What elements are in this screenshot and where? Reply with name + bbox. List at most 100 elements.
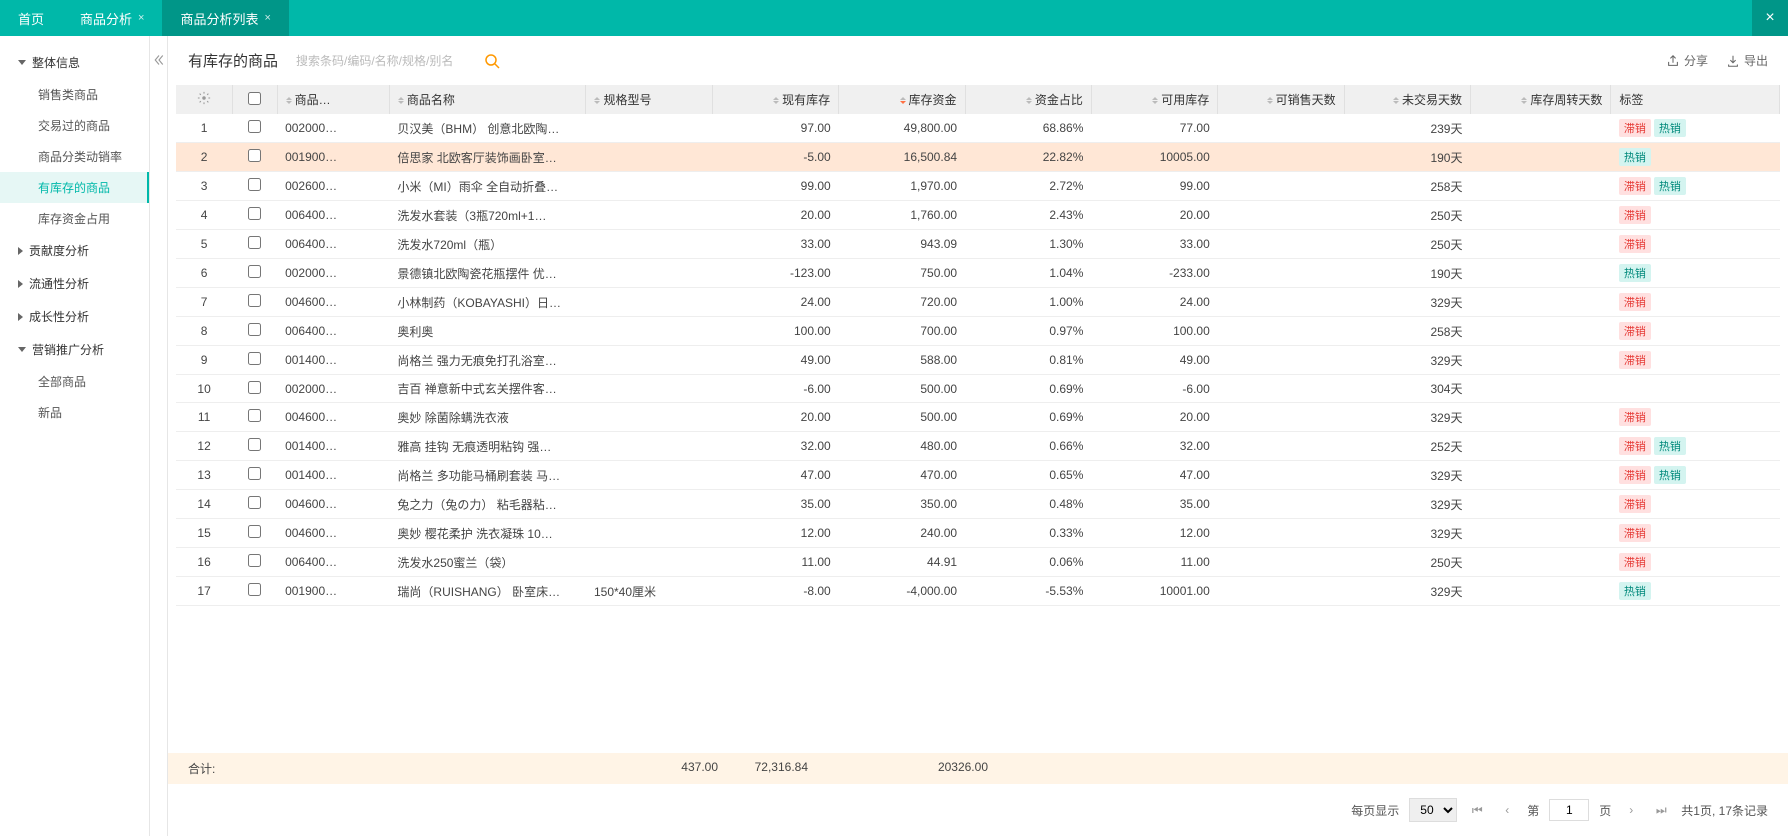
cell-avail: 47.00 (1091, 461, 1217, 490)
export-button[interactable]: 导出 (1726, 52, 1768, 69)
cell-gear: 2 (176, 143, 232, 172)
sidebar-item[interactable]: 交易过的商品 (0, 110, 149, 141)
content-panel: 有库存的商品 分享 导出 商品…商品名称规格型号现有库存库存资金资金占比可用库存… (168, 36, 1788, 836)
table-container: 商品…商品名称规格型号现有库存库存资金资金占比可用库存可销售天数未交易天数库存周… (168, 85, 1788, 753)
tab-商品分析[interactable]: 商品分析× (62, 0, 162, 36)
tag-badge: 滞销 (1619, 235, 1651, 253)
column-fund[interactable]: 库存资金 (839, 85, 965, 114)
row-checkbox[interactable] (248, 323, 261, 336)
row-checkbox[interactable] (248, 236, 261, 249)
row-checkbox[interactable] (248, 120, 261, 133)
row-checkbox[interactable] (248, 294, 261, 307)
table-row[interactable]: 2001900…倍思家 北欧客厅装饰画卧室…-5.0016,500.8422.8… (176, 143, 1780, 172)
table-row[interactable]: 10002000…吉百 禅意新中式玄关摆件客…-6.00500.000.69%-… (176, 375, 1780, 403)
cell-stock: -8.00 (712, 577, 838, 606)
row-checkbox[interactable] (248, 438, 261, 451)
sidebar-group[interactable]: 贡献度分析 (0, 234, 149, 267)
tab-商品分析列表[interactable]: 商品分析列表× (162, 0, 288, 36)
sidebar-collapse-button[interactable] (150, 36, 168, 836)
cell-notrade: 258天 (1344, 172, 1470, 201)
tab-close-icon[interactable]: × (264, 12, 270, 24)
cell-spec (586, 519, 712, 548)
row-checkbox[interactable] (248, 381, 261, 394)
row-checkbox[interactable] (248, 583, 261, 596)
share-button[interactable]: 分享 (1666, 52, 1708, 69)
cell-gear: 1 (176, 114, 232, 143)
chevron-icon (18, 347, 26, 352)
cell-tags: 滞销 (1611, 230, 1780, 259)
tag-badge: 滞销 (1619, 524, 1651, 542)
search-input[interactable] (296, 54, 476, 68)
sidebar-item[interactable]: 库存资金占用 (0, 203, 149, 234)
gear-icon[interactable] (197, 91, 211, 105)
column-ratio[interactable]: 资金占比 (965, 85, 1091, 114)
first-page-button[interactable]: ⏮ (1467, 800, 1487, 820)
column-name[interactable]: 商品名称 (389, 85, 586, 114)
row-checkbox[interactable] (248, 265, 261, 278)
table-row[interactable]: 3002600…小米（MI）雨伞 全自动折叠…99.001,970.002.72… (176, 172, 1780, 201)
sidebar-item[interactable]: 有库存的商品 (0, 172, 149, 203)
row-checkbox[interactable] (248, 178, 261, 191)
table-row[interactable]: 12001400…雅高 挂钩 无痕透明粘钩 强…32.00480.000.66%… (176, 432, 1780, 461)
cell-gear: 8 (176, 317, 232, 346)
cell-chk (232, 461, 277, 490)
column-turnover[interactable]: 库存周转天数 (1470, 85, 1610, 114)
cell-stock: 49.00 (712, 346, 838, 375)
table-row[interactable]: 9001400…尚格兰 强力无痕免打孔浴室…49.00588.000.81%49… (176, 346, 1780, 375)
table-row[interactable]: 7004600…小林制药（KOBAYASHI）日…24.00720.001.00… (176, 288, 1780, 317)
row-checkbox[interactable] (248, 207, 261, 220)
table-row[interactable]: 16006400…洗发水250蜜兰（袋）11.0044.910.06%11.00… (176, 548, 1780, 577)
table-row[interactable]: 5006400…洗发水720ml（瓶）33.00943.091.30%33.00… (176, 230, 1780, 259)
sidebar-group[interactable]: 营销推广分析 (0, 333, 149, 366)
row-checkbox[interactable] (248, 525, 261, 538)
sidebar-item[interactable]: 商品分类动销率 (0, 141, 149, 172)
sidebar-group[interactable]: 整体信息 (0, 46, 149, 79)
table-row[interactable]: 17001900…瑞尚（RUISHANG） 卧室床…150*40厘米-8.00-… (176, 577, 1780, 606)
table-row[interactable]: 4006400…洗发水套装（3瓶720ml+1…20.001,760.002.4… (176, 201, 1780, 230)
tag-badge: 滞销 (1619, 553, 1651, 571)
row-checkbox[interactable] (248, 467, 261, 480)
cell-fund: 240.00 (839, 519, 965, 548)
row-checkbox[interactable] (248, 496, 261, 509)
table-row[interactable]: 1002000…贝汉美（BHM） 创意北欧陶…97.0049,800.0068.… (176, 114, 1780, 143)
table-row[interactable]: 13001400…尚格兰 多功能马桶刷套装 马…47.00470.000.65%… (176, 461, 1780, 490)
table-row[interactable]: 14004600…兔之力（兔の力） 粘毛器粘…35.00350.000.48%3… (176, 490, 1780, 519)
page-input[interactable] (1549, 799, 1589, 821)
column-stock[interactable]: 现有库存 (712, 85, 838, 114)
row-checkbox[interactable] (248, 554, 261, 567)
tab-close-icon[interactable]: × (138, 12, 144, 24)
close-all-tabs-button[interactable]: × (1752, 0, 1788, 36)
per-page-select[interactable]: 50 (1409, 798, 1457, 822)
cell-name: 奥妙 樱花柔护 洗衣凝珠 10… (389, 519, 586, 548)
cell-code: 006400… (277, 317, 389, 346)
cell-turnover (1470, 432, 1610, 461)
table-row[interactable]: 11004600…奥妙 除菌除螨洗衣液20.00500.000.69%20.00… (176, 403, 1780, 432)
sidebar-item[interactable]: 新品 (0, 397, 149, 428)
column-spec[interactable]: 规格型号 (586, 85, 712, 114)
column-saledays[interactable]: 可销售天数 (1218, 85, 1344, 114)
next-page-button[interactable]: › (1621, 800, 1641, 820)
tab-首页[interactable]: 首页 (0, 0, 62, 36)
column-code[interactable]: 商品… (277, 85, 389, 114)
sidebar-group[interactable]: 成长性分析 (0, 300, 149, 333)
sidebar-group[interactable]: 流通性分析 (0, 267, 149, 300)
search-icon[interactable] (484, 53, 500, 69)
select-all-checkbox[interactable] (248, 92, 261, 105)
table-row[interactable]: 8006400…奥利奥100.00700.000.97%100.00258天滞销 (176, 317, 1780, 346)
cell-saledays (1218, 577, 1344, 606)
sidebar-item[interactable]: 全部商品 (0, 366, 149, 397)
cell-saledays (1218, 432, 1344, 461)
table-row[interactable]: 15004600…奥妙 樱花柔护 洗衣凝珠 10…12.00240.000.33… (176, 519, 1780, 548)
last-page-button[interactable]: ⏭ (1651, 800, 1671, 820)
row-checkbox[interactable] (248, 149, 261, 162)
sidebar-item[interactable]: 销售类商品 (0, 79, 149, 110)
prev-page-button[interactable]: ‹ (1497, 800, 1517, 820)
row-checkbox[interactable] (248, 409, 261, 422)
column-notrade[interactable]: 未交易天数 (1344, 85, 1470, 114)
column-avail[interactable]: 可用库存 (1091, 85, 1217, 114)
table-row[interactable]: 6002000…景德镇北欧陶瓷花瓶摆件 优…-123.00750.001.04%… (176, 259, 1780, 288)
cell-avail: 33.00 (1091, 230, 1217, 259)
cell-gear: 12 (176, 432, 232, 461)
row-checkbox[interactable] (248, 352, 261, 365)
cell-avail: 10005.00 (1091, 143, 1217, 172)
